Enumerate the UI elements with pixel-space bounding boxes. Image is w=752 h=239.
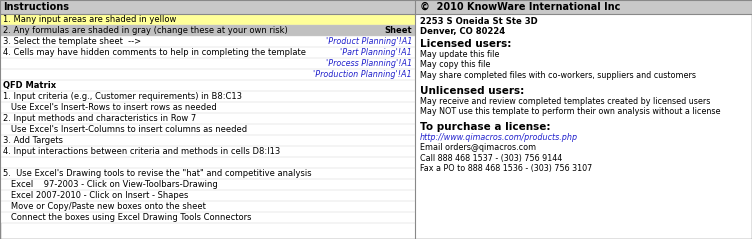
Bar (0, 135, 415, 146)
Text: May update this file: May update this file (420, 49, 499, 59)
Text: Excel    97-2003 - Click on View-Toolbars-Drawing: Excel 97-2003 - Click on View-Toolbars-D… (3, 180, 218, 189)
Text: 3. Add Targets: 3. Add Targets (3, 136, 63, 145)
Bar (0, 25, 415, 36)
Bar (0, 47, 415, 58)
Bar (0, 69, 415, 80)
Text: Call 888 468 1537 - (303) 756 9144: Call 888 468 1537 - (303) 756 9144 (420, 154, 562, 163)
Text: Licensed users:: Licensed users: (420, 39, 511, 49)
Text: To purchase a license:: To purchase a license: (420, 123, 550, 132)
Bar (0, 124, 415, 135)
Bar (415, 0, 752, 14)
Text: Use Excel's Insert-Rows to insert rows as needed: Use Excel's Insert-Rows to insert rows a… (3, 103, 217, 112)
Text: 2253 S Oneida St Ste 3D: 2253 S Oneida St Ste 3D (420, 17, 538, 26)
Text: May receive and review completed templates created by licensed users: May receive and review completed templat… (420, 97, 711, 105)
Text: 'Production Planning'!A1: 'Production Planning'!A1 (314, 70, 412, 79)
Text: Instructions: Instructions (3, 2, 69, 12)
Text: Sheet: Sheet (384, 26, 412, 35)
Text: May copy this file: May copy this file (420, 60, 490, 69)
Text: Excel 2007-2010 - Click on Insert - Shapes: Excel 2007-2010 - Click on Insert - Shap… (3, 191, 188, 200)
Text: QFD Matrix: QFD Matrix (3, 81, 56, 90)
Text: 2. Any formulas are shaded in gray (change these at your own risk): 2. Any formulas are shaded in gray (chan… (3, 26, 288, 35)
Bar (0, 36, 415, 47)
Text: Unlicensed users:: Unlicensed users: (420, 86, 524, 96)
Text: 3. Select the template sheet  -->: 3. Select the template sheet --> (3, 37, 141, 46)
Text: Connect the boxes using Excel Drawing Tools Connectors: Connect the boxes using Excel Drawing To… (3, 213, 251, 222)
Bar (0, 190, 415, 201)
Text: May share completed files with co-workers, suppliers and customers: May share completed files with co-worker… (420, 71, 696, 80)
Text: Denver, CO 80224: Denver, CO 80224 (420, 27, 505, 36)
Text: 5.  Use Excel's Drawing tools to revise the "hat" and competitive analysis: 5. Use Excel's Drawing tools to revise t… (3, 169, 311, 178)
Text: http://www.qimacros.com/products.php: http://www.qimacros.com/products.php (420, 133, 578, 142)
Text: 1. Input criteria (e.g., Customer requirements) in B8:C13: 1. Input criteria (e.g., Customer requir… (3, 92, 242, 101)
Text: May NOT use this template to perform their own analysis without a license: May NOT use this template to perform the… (420, 107, 720, 116)
Text: 'Product Planning'!A1: 'Product Planning'!A1 (326, 37, 412, 46)
Text: Use Excel's Insert-Columns to insert columns as needed: Use Excel's Insert-Columns to insert col… (3, 125, 247, 134)
Text: 1. Many input areas are shaded in yellow: 1. Many input areas are shaded in yellow (3, 15, 177, 24)
Text: 4. Cells may have hidden comments to help in completing the template: 4. Cells may have hidden comments to hel… (3, 48, 306, 57)
Bar (0, 212, 415, 223)
Text: Move or Copy/Paste new boxes onto the sheet: Move or Copy/Paste new boxes onto the sh… (3, 202, 206, 211)
Bar (0, 113, 415, 124)
Text: 4. Input interactions between criteria and methods in cells D8:I13: 4. Input interactions between criteria a… (3, 147, 280, 156)
Bar (0, 146, 415, 157)
Text: Fax a PO to 888 468 1536 - (303) 756 3107: Fax a PO to 888 468 1536 - (303) 756 310… (420, 164, 593, 174)
Bar (0, 168, 415, 179)
Text: Email orders@qimacros.com: Email orders@qimacros.com (420, 143, 536, 152)
Bar (0, 0, 415, 14)
Bar (0, 14, 415, 25)
Text: ©  2010 KnowWare International Inc: © 2010 KnowWare International Inc (420, 2, 620, 12)
Bar (0, 80, 415, 91)
Text: 'Part Planning'!A1: 'Part Planning'!A1 (340, 48, 412, 57)
Text: 'Process Planning'!A1: 'Process Planning'!A1 (326, 59, 412, 68)
Bar (0, 157, 415, 168)
Bar (0, 102, 415, 113)
Bar (0, 179, 415, 190)
Text: 2. Input methods and characteristics in Row 7: 2. Input methods and characteristics in … (3, 114, 196, 123)
Bar (0, 58, 415, 69)
Bar (0, 201, 415, 212)
Bar (0, 91, 415, 102)
